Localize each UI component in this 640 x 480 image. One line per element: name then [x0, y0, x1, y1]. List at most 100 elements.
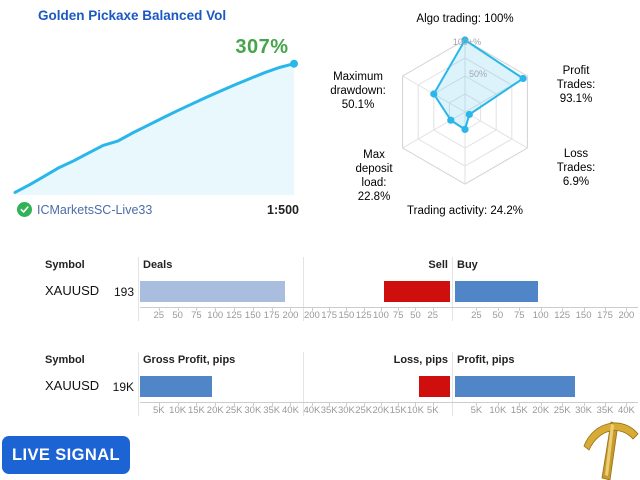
axis-tick-mark [605, 402, 606, 406]
axis-tick-label: 10K [407, 405, 424, 416]
axis-tick-label: 30K [244, 405, 262, 416]
column-header-buy: Buy [457, 259, 478, 271]
axis-tick-mark [158, 402, 160, 406]
axis-tick-label: 75 [191, 310, 202, 321]
axis-tick-label: 20K [206, 405, 224, 416]
axis-tick-label: 50 [172, 310, 183, 321]
axis-tick-mark [519, 402, 521, 406]
axis-tick-label: 25 [427, 310, 439, 321]
axis-tick-label: 25K [553, 405, 571, 416]
axis-tick-label: 200 [282, 310, 299, 321]
axis-tick-label: 50 [410, 310, 421, 321]
axis-tick-mark [329, 307, 331, 311]
column-divider [138, 352, 139, 416]
axis-tick-mark [398, 402, 400, 406]
axis-line [140, 307, 638, 308]
axis-tick-mark [626, 402, 628, 406]
radar-axis-algo-trading: Algo trading: 100% [416, 13, 514, 25]
live-signal-button[interactable]: LIVE SIGNAL [2, 436, 130, 474]
axis-tick-label: 175 [597, 310, 613, 321]
radar-axis-profit-trades: Profit Trades: 93.1% [556, 65, 596, 106]
axis-tick-label: 100 [207, 310, 224, 321]
axis-tick-label: 20K [372, 405, 390, 416]
axis-tick-label: 150 [575, 310, 592, 321]
axis-tick-label: 40K [303, 405, 321, 416]
axis-tick-mark [311, 307, 313, 311]
axis-tick-label: 125 [554, 310, 571, 321]
leverage-label: 1:500 [267, 203, 299, 217]
axis-tick-label: 5K [152, 405, 165, 416]
axis-tick-label: 15K [187, 405, 205, 416]
axis-tick-label: 150 [338, 310, 355, 321]
axis-tick-mark [271, 307, 273, 311]
axis-tick-mark [380, 307, 382, 311]
axis-tick-mark [432, 402, 434, 406]
axis-tick-label: 25 [471, 310, 482, 321]
radar-axis-trading-activity: Trading activity: 24.2% [407, 205, 523, 217]
axis-tick-mark [363, 402, 365, 406]
axis-tick-mark [177, 402, 179, 406]
axis-tick-mark [234, 402, 236, 406]
pips-section: Symbol Gross Profit, pips Loss, pips Pro… [0, 350, 640, 422]
axis-tick-label: 15K [510, 405, 528, 416]
axis-tick-label: 35K [263, 405, 281, 416]
column-header-sell: Sell [428, 259, 448, 271]
axis-tick-mark [476, 402, 478, 406]
column-header-symbol: Symbol [45, 259, 85, 271]
radar-ring-label-50: 50% [468, 69, 487, 79]
axis-tick-mark [519, 307, 521, 311]
axis-tick-label: 40K [282, 405, 299, 416]
axis-tick-mark [311, 402, 313, 406]
sell-bar [383, 281, 450, 302]
axis-tick-mark [497, 307, 499, 311]
axis-tick-label: 30K [575, 405, 593, 416]
axis-tick-label: 150 [244, 310, 261, 321]
axis-tick-mark [252, 402, 254, 406]
deals-bar [140, 281, 286, 302]
verified-check-icon [17, 202, 32, 217]
axis-tick-mark [476, 307, 478, 311]
axis-tick-mark [329, 402, 331, 406]
deals-section: Symbol Deals Sell Buy XAUUSD 193 25 50 75 1… [0, 255, 640, 327]
column-header-loss-pips: Loss, pips [393, 354, 448, 366]
column-divider [452, 257, 453, 321]
axis-tick-mark [215, 402, 217, 406]
axis-tick-label: 5K [470, 405, 483, 416]
axis-tick-mark [271, 402, 273, 406]
axis-tick-mark [196, 307, 198, 311]
axis-tick-mark [196, 402, 198, 406]
axis-tick-mark [346, 402, 348, 406]
axis-tick-label: 50 [492, 310, 504, 321]
buy-bar [455, 281, 539, 302]
axis-tick-label: 35K [320, 405, 338, 416]
column-divider [138, 257, 139, 321]
axis-tick-mark [497, 402, 499, 406]
axis-tick-mark [363, 307, 365, 311]
broker-account-label: ICMarketsSC-Live33 [37, 203, 153, 217]
axis-tick-label: 40K [617, 405, 635, 416]
axis-tick-label: 200 [618, 310, 635, 321]
axis-tick-mark [158, 307, 160, 311]
axis-tick-label: 15K [389, 405, 407, 416]
axis-tick-mark [562, 307, 564, 311]
axis-tick-label: 25 [153, 310, 165, 321]
column-divider [303, 352, 304, 416]
radar-axis-loss-trades: Loss Trades: 6.9% [556, 148, 596, 189]
axis-tick-mark [583, 402, 585, 406]
axis-tick-mark [605, 307, 606, 311]
axis-tick-mark [432, 307, 434, 311]
axis-tick-label: 100 [373, 310, 389, 321]
axis-tick-mark [234, 307, 236, 311]
radar-chart [402, 36, 528, 185]
axis-tick-mark [346, 307, 348, 311]
symbol-cell: XAUUSD [45, 283, 100, 298]
axis-tick-mark [583, 307, 585, 311]
loss-pips-bar [418, 376, 450, 397]
axis-tick-mark [252, 307, 254, 311]
column-header-deals: Deals [143, 259, 173, 271]
axis-tick-label: 10K [169, 405, 187, 416]
gross-profit-cell: 19K [112, 380, 134, 394]
axis-tick-mark [177, 307, 179, 311]
page-title: Golden Pickaxe Balanced Vol [38, 8, 227, 23]
